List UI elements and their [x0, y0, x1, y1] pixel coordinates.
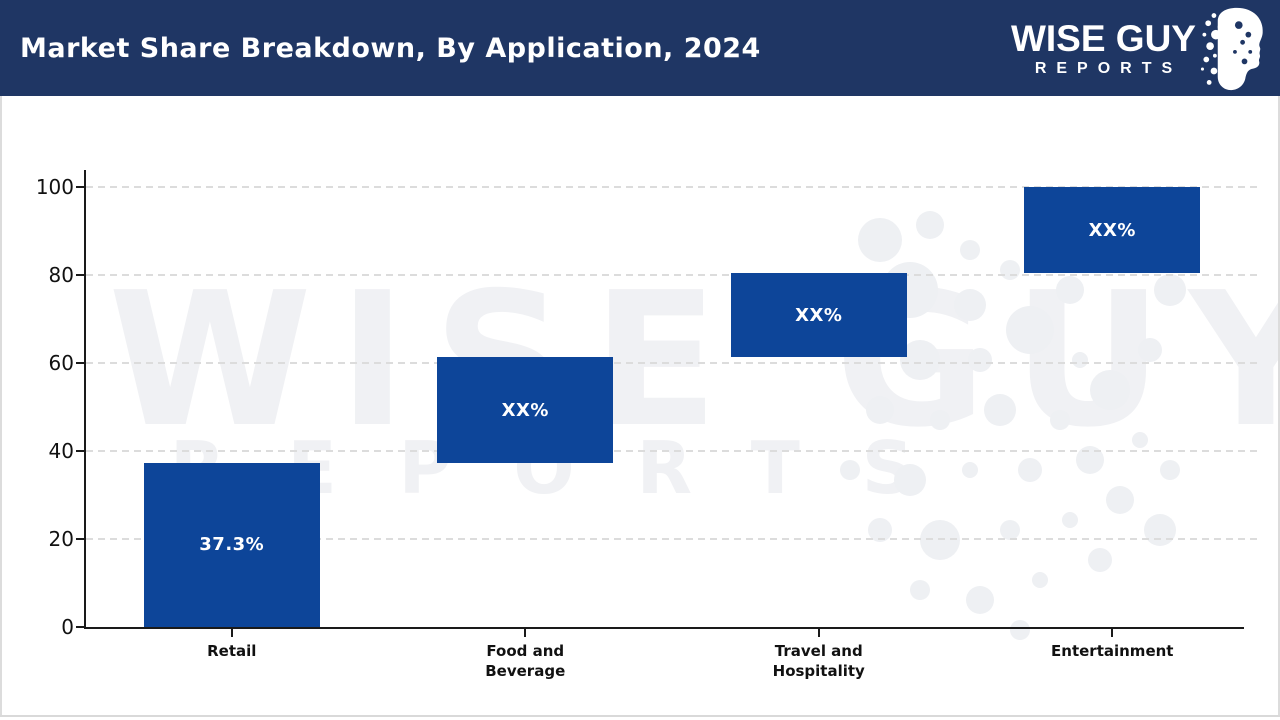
y-tick-mark-20: [76, 538, 84, 540]
bar-food-and-beverage: XX%: [437, 357, 614, 463]
category-label-travel-and-hospitality: Travel and Hospitality: [772, 642, 865, 681]
gridline-40: [86, 450, 1258, 452]
y-axis-line: [84, 170, 86, 629]
bar-value-label: XX%: [1088, 219, 1136, 241]
x-tick-mark-retail: [230, 629, 233, 637]
y-tick-label-60: 60: [48, 351, 74, 375]
bar-value-label: XX%: [501, 399, 549, 421]
right-border-line: [1278, 96, 1280, 716]
bar-retail: 37.3%: [143, 462, 320, 627]
x-axis-line: [84, 627, 1244, 629]
category-label-retail: Retail: [207, 642, 257, 660]
x-tick-mark-entertainment: [1111, 629, 1114, 637]
x-tick-mark-travel-and-hospitality: [817, 629, 820, 637]
category-label-entertainment: Entertainment: [1051, 642, 1174, 660]
gridline-20: [86, 538, 1258, 540]
y-tick-label-20: 20: [48, 527, 74, 551]
header-bar: Market Share Breakdown, By Application, …: [0, 0, 1280, 96]
gridline-100: [86, 186, 1258, 188]
category-label-food-and-beverage: Food and Beverage: [485, 642, 566, 681]
bar-value-label: XX%: [795, 304, 843, 326]
y-tick-label-80: 80: [48, 263, 74, 287]
y-tick-mark-80: [76, 274, 84, 276]
y-tick-label-40: 40: [48, 439, 74, 463]
bottom-border-line: [0, 715, 1280, 717]
bar-entertainment: XX%: [1024, 187, 1201, 274]
left-border-line: [0, 96, 2, 716]
x-tick-mark-food-and-beverage: [524, 629, 527, 637]
bar-travel-and-hospitality: XX%: [730, 273, 907, 358]
wise-guy-logo: WISE GUY REPORTS: [1011, 4, 1270, 94]
face-profile-logo-icon: [1200, 7, 1263, 91]
y-tick-label-0: 0: [61, 615, 74, 639]
y-tick-mark-60: [76, 362, 84, 364]
y-tick-mark-100: [76, 186, 84, 188]
logo-text: WISE GUY REPORTS: [1011, 20, 1196, 78]
bar-value-label: 37.3%: [199, 534, 265, 556]
y-tick-mark-40: [76, 450, 84, 452]
logo-wordmark: WISE GUY: [1010, 18, 1196, 59]
y-tick-label-100: 100: [35, 175, 74, 199]
page-title: Market Share Breakdown, By Application, …: [20, 32, 761, 64]
logo-subtitle: REPORTS: [1034, 60, 1183, 77]
y-tick-mark-0: [76, 626, 84, 628]
gridline-80: [86, 274, 1258, 276]
gridline-60: [86, 362, 1258, 364]
